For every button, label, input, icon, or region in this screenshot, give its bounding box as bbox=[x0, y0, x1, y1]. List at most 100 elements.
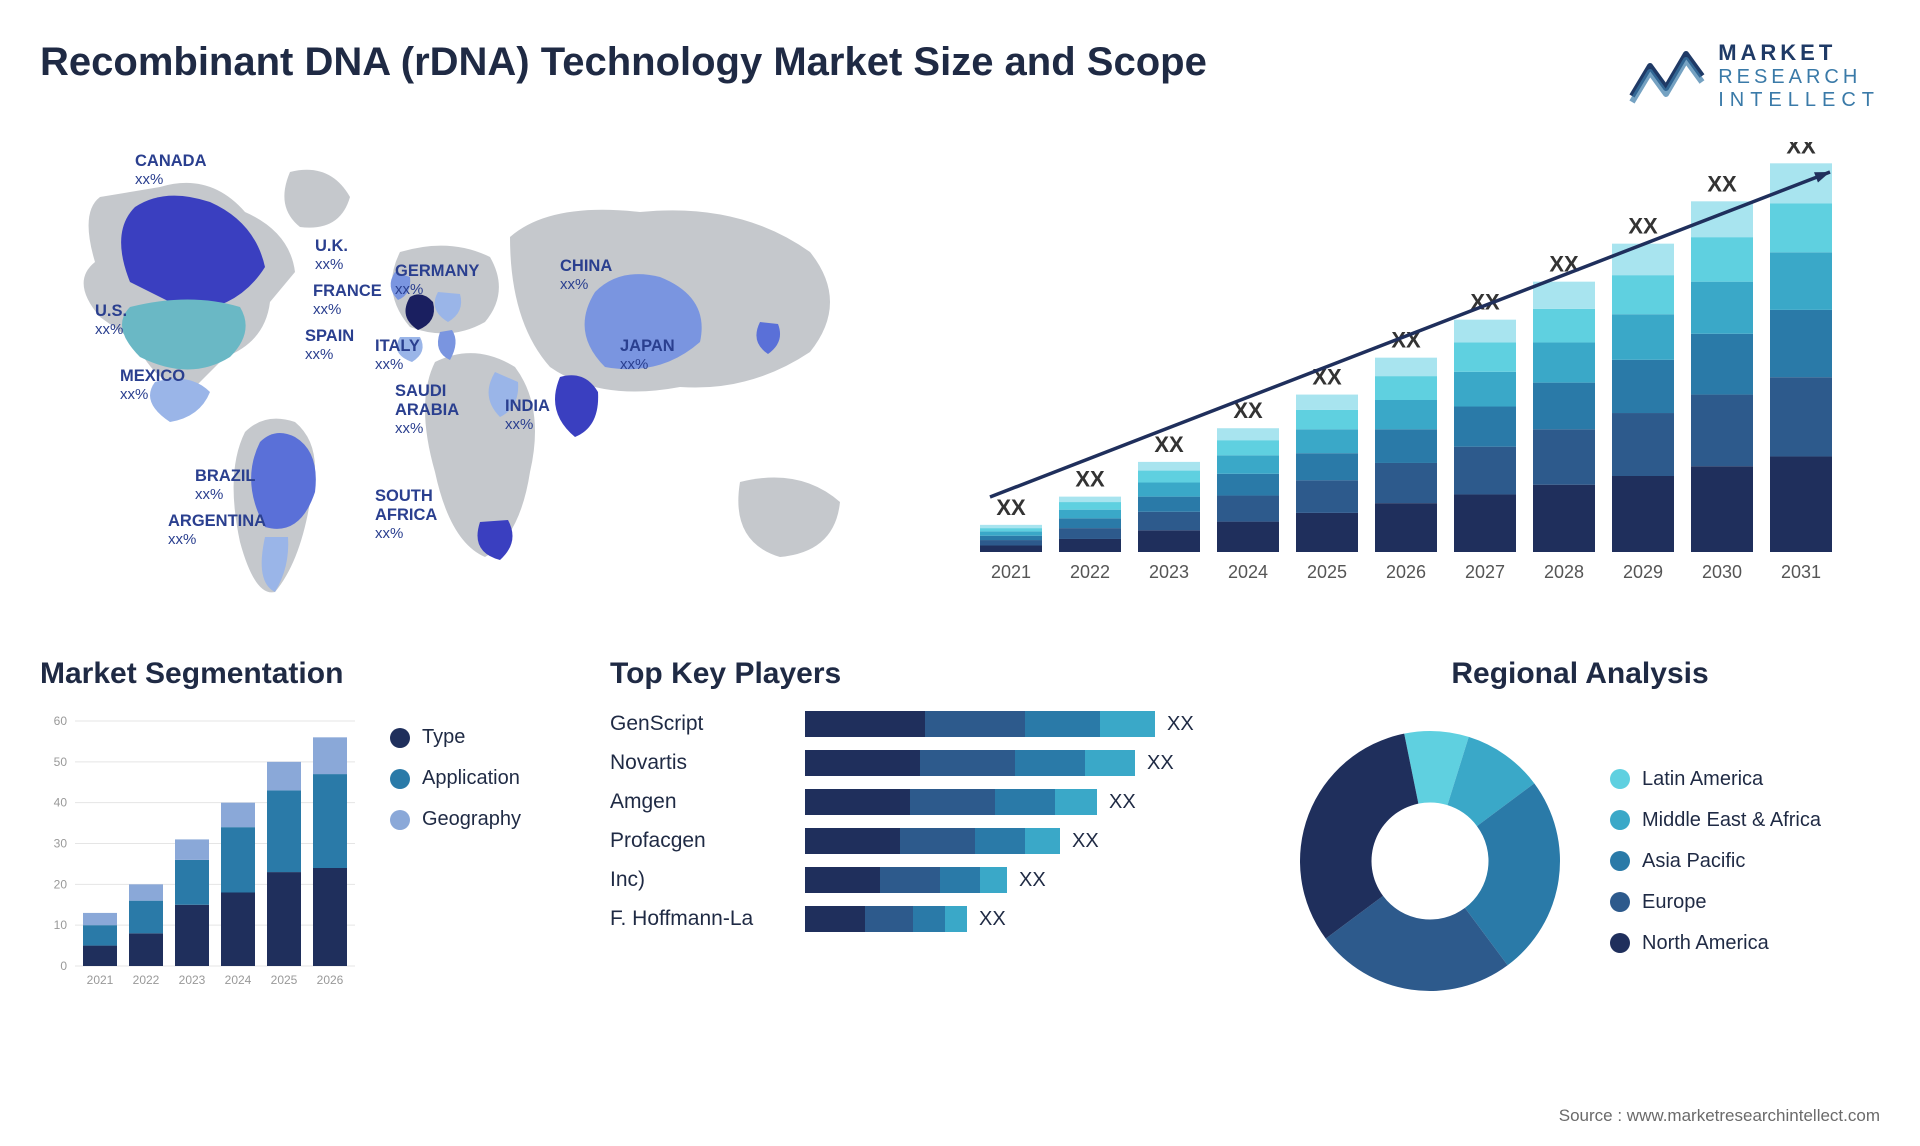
legend-swatch bbox=[390, 728, 410, 748]
svg-text:XX: XX bbox=[1549, 252, 1579, 277]
legend-swatch bbox=[1610, 892, 1630, 912]
map-label: U.K.xx% bbox=[315, 237, 348, 273]
map-label: BRAZILxx% bbox=[195, 467, 256, 503]
player-value: XX bbox=[979, 908, 1006, 931]
legend-item: Type bbox=[390, 726, 521, 749]
players-panel: Top Key Players GenScript XX NovartisXX Amg… bbox=[610, 657, 1250, 1011]
svg-text:XX: XX bbox=[1154, 432, 1184, 457]
legend-label: North America bbox=[1642, 932, 1769, 955]
player-bar bbox=[805, 711, 1155, 737]
svg-text:2024: 2024 bbox=[1228, 562, 1268, 582]
svg-text:2030: 2030 bbox=[1702, 562, 1742, 582]
legend-item: North America bbox=[1610, 932, 1821, 955]
regional-legend: Latin America Middle East & Africa Asia Pa… bbox=[1610, 768, 1821, 955]
legend-label: Middle East & Africa bbox=[1642, 809, 1821, 832]
svg-text:XX: XX bbox=[1075, 467, 1105, 492]
source-text: Source : www.marketresearchintellect.com bbox=[1559, 1106, 1880, 1126]
svg-text:2026: 2026 bbox=[1386, 562, 1426, 582]
player-name: F. Hoffmann-La bbox=[610, 907, 790, 931]
svg-text:2027: 2027 bbox=[1465, 562, 1505, 582]
map-label: MEXICOxx% bbox=[120, 367, 185, 403]
regional-title: Regional Analysis bbox=[1280, 657, 1880, 691]
svg-text:30: 30 bbox=[54, 837, 68, 851]
logo-line2: RESEARCH bbox=[1718, 66, 1880, 89]
legend-item: Middle East & Africa bbox=[1610, 809, 1821, 832]
map-label: JAPANxx% bbox=[620, 337, 675, 373]
regional-donut bbox=[1280, 711, 1580, 1011]
growth-chart-panel: XX 2021 XX 2022 XX 2023 XX 2024 XX 2025 XX 2026 XX 20… bbox=[950, 142, 1880, 612]
legend-label: Application bbox=[422, 767, 520, 790]
legend-label: Type bbox=[422, 726, 465, 749]
player-bar bbox=[805, 750, 1135, 776]
player-name: GenScript bbox=[610, 712, 790, 736]
player-row: F. Hoffmann-La XX bbox=[610, 906, 1250, 932]
svg-text:0: 0 bbox=[60, 959, 67, 973]
legend-label: Europe bbox=[1642, 891, 1707, 914]
world-map-panel: CANADAxx% U.S.xx% MEXICOxx% BRAZILxx% ARGENT… bbox=[40, 142, 910, 612]
svg-text:XX: XX bbox=[1786, 142, 1816, 158]
svg-text:XX: XX bbox=[996, 495, 1026, 520]
map-label: FRANCExx% bbox=[313, 282, 382, 318]
legend-item: Application bbox=[390, 767, 521, 790]
player-value: XX bbox=[1072, 830, 1099, 853]
player-bar bbox=[805, 789, 1097, 815]
legend-swatch bbox=[1610, 810, 1630, 830]
regional-panel: Regional Analysis Latin America Middle Ea… bbox=[1280, 657, 1880, 1011]
svg-text:XX: XX bbox=[1707, 171, 1737, 196]
player-row: GenScript XX bbox=[610, 711, 1250, 737]
logo-line1: MARKET bbox=[1718, 40, 1880, 66]
segmentation-title: Market Segmentation bbox=[40, 657, 580, 691]
map-label: GERMANYxx% bbox=[395, 262, 479, 298]
svg-text:2031: 2031 bbox=[1781, 562, 1821, 582]
svg-text:2028: 2028 bbox=[1544, 562, 1584, 582]
player-bar bbox=[805, 867, 1007, 893]
segmentation-panel: Market Segmentation 01020304050602021202… bbox=[40, 657, 580, 1011]
header: Recombinant DNA (rDNA) Technology Market… bbox=[40, 40, 1880, 112]
player-value: XX bbox=[1019, 869, 1046, 892]
map-label: SOUTHAFRICAxx% bbox=[375, 487, 437, 542]
page-title: Recombinant DNA (rDNA) Technology Market… bbox=[40, 40, 1207, 85]
legend-swatch bbox=[1610, 933, 1630, 953]
svg-text:2022: 2022 bbox=[133, 973, 160, 987]
player-row: AmgenXX bbox=[610, 789, 1250, 815]
map-label: ARGENTINAxx% bbox=[168, 512, 266, 548]
svg-text:2021: 2021 bbox=[991, 562, 1031, 582]
svg-text:2023: 2023 bbox=[179, 973, 206, 987]
svg-text:2023: 2023 bbox=[1149, 562, 1189, 582]
legend-item: Asia Pacific bbox=[1610, 850, 1821, 873]
legend-swatch bbox=[390, 810, 410, 830]
legend-swatch bbox=[390, 769, 410, 789]
player-value: XX bbox=[1167, 713, 1194, 736]
map-label: SPAINxx% bbox=[305, 327, 354, 363]
svg-text:40: 40 bbox=[54, 796, 68, 810]
growth-chart: XX 2021 XX 2022 XX 2023 XX 2024 XX 2025 XX 2026 XX 20… bbox=[950, 142, 1870, 602]
svg-text:2025: 2025 bbox=[271, 973, 298, 987]
player-name: Amgen bbox=[610, 790, 790, 814]
svg-text:2024: 2024 bbox=[225, 973, 252, 987]
map-label: CANADAxx% bbox=[135, 152, 207, 188]
player-name: Inc) bbox=[610, 868, 790, 892]
svg-text:2026: 2026 bbox=[317, 973, 344, 987]
legend-label: Asia Pacific bbox=[1642, 850, 1745, 873]
svg-text:XX: XX bbox=[1628, 214, 1658, 239]
legend-swatch bbox=[1610, 769, 1630, 789]
legend-label: Geography bbox=[422, 808, 521, 831]
logo-icon bbox=[1628, 46, 1706, 106]
logo: MARKET RESEARCH INTELLECT bbox=[1628, 40, 1880, 112]
segmentation-chart: 0102030405060202120222023202420252026 bbox=[40, 711, 360, 1001]
svg-text:2029: 2029 bbox=[1623, 562, 1663, 582]
map-label: U.S.xx% bbox=[95, 302, 127, 338]
legend-label: Latin America bbox=[1642, 768, 1763, 791]
svg-text:10: 10 bbox=[54, 918, 68, 932]
player-row: NovartisXX bbox=[610, 750, 1250, 776]
player-name: Profacgen bbox=[610, 829, 790, 853]
svg-text:2022: 2022 bbox=[1070, 562, 1110, 582]
player-bar bbox=[805, 906, 967, 932]
players-title: Top Key Players bbox=[610, 657, 1250, 691]
player-row: Profacgen XX bbox=[610, 828, 1250, 854]
svg-text:60: 60 bbox=[54, 714, 68, 728]
map-label: SAUDIARABIAxx% bbox=[395, 382, 459, 437]
svg-text:2025: 2025 bbox=[1307, 562, 1347, 582]
svg-text:20: 20 bbox=[54, 877, 68, 891]
map-label: INDIAxx% bbox=[505, 397, 550, 433]
